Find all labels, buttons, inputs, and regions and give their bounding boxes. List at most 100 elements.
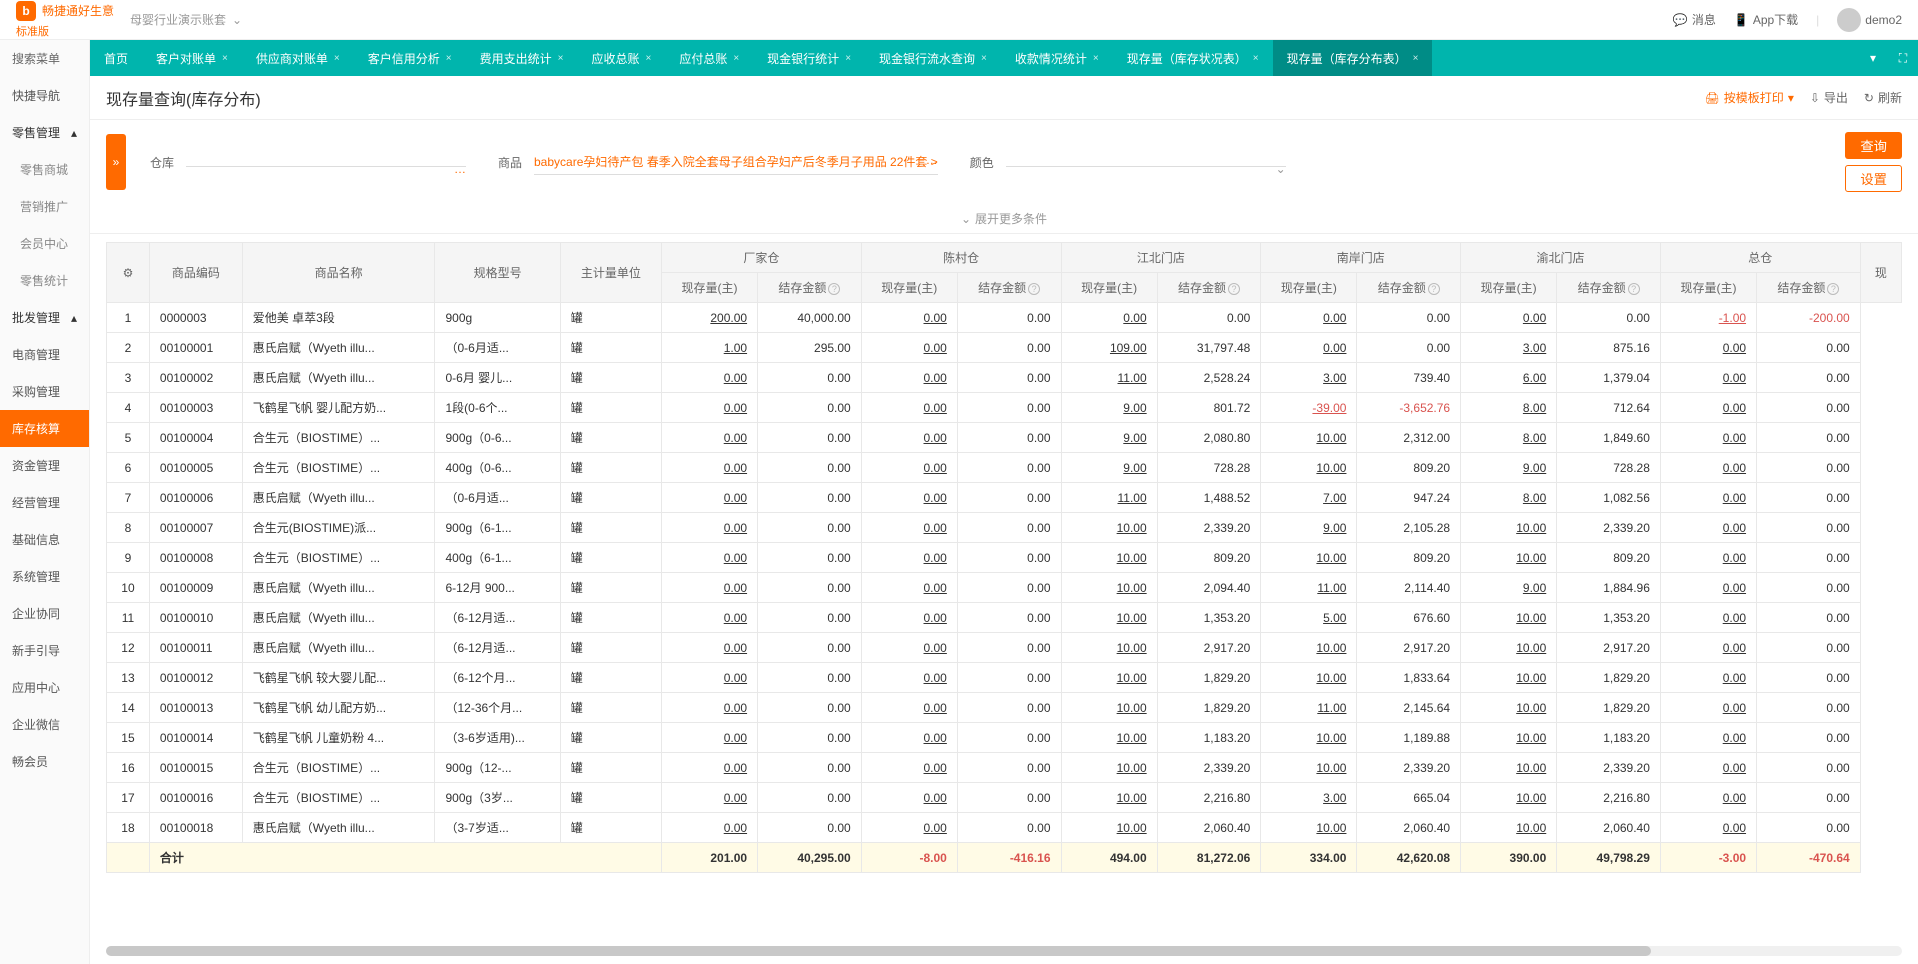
cell[interactable]: 0.00: [861, 363, 957, 393]
cell[interactable]: 10.00: [1061, 513, 1157, 543]
cell[interactable]: -39.00: [1261, 393, 1357, 423]
sidebar-item[interactable]: 营销推广: [0, 188, 89, 225]
sidebar-item[interactable]: 基础信息: [0, 521, 89, 558]
tab[interactable]: 供应商对账单×: [242, 40, 354, 76]
sidebar-item[interactable]: 资金管理: [0, 447, 89, 484]
warehouse-input[interactable]: …: [186, 158, 466, 167]
user-menu[interactable]: demo2: [1837, 8, 1902, 32]
table-row[interactable]: 1100100010惠氏启赋（Wyeth illu...（6-12月适...罐0…: [107, 603, 1902, 633]
tab[interactable]: 现金银行流水查询×: [865, 40, 1001, 76]
tab[interactable]: 现金银行统计×: [753, 40, 865, 76]
cell[interactable]: 10.00: [1461, 813, 1557, 843]
cell[interactable]: 9.00: [1061, 453, 1157, 483]
horizontal-scrollbar[interactable]: [106, 946, 1902, 956]
cell[interactable]: 9.00: [1261, 513, 1357, 543]
cell[interactable]: 10.00: [1461, 663, 1557, 693]
tab-dropdown-icon[interactable]: ▾: [1858, 40, 1888, 76]
cell[interactable]: 0.00: [1660, 603, 1756, 633]
cell[interactable]: 0.00: [861, 393, 957, 423]
cell[interactable]: 0.00: [661, 753, 757, 783]
tab[interactable]: 客户信用分析×: [354, 40, 466, 76]
cell[interactable]: 7.00: [1261, 483, 1357, 513]
cell[interactable]: 10.00: [1461, 753, 1557, 783]
cell[interactable]: 0.00: [661, 423, 757, 453]
cell[interactable]: 5.00: [1261, 603, 1357, 633]
tab[interactable]: 首页: [90, 40, 142, 76]
cell[interactable]: 10.00: [1261, 453, 1357, 483]
cell[interactable]: 10.00: [1461, 723, 1557, 753]
table-row[interactable]: 900100008合生元（BIOSTIME）...400g（6-1...罐0.0…: [107, 543, 1902, 573]
messages-link[interactable]: 💬 消息: [1673, 11, 1716, 28]
help-icon[interactable]: ?: [1628, 283, 1640, 295]
cell[interactable]: 0.00: [1660, 783, 1756, 813]
cell[interactable]: 0.00: [1461, 303, 1557, 333]
sidebar-item[interactable]: 搜索菜单: [0, 40, 89, 77]
table-row[interactable]: 1600100015合生元（BIOSTIME）...900g（12-...罐0.…: [107, 753, 1902, 783]
table-row[interactable]: 200100001惠氏启赋（Wyeth illu...（0-6月适...罐1.0…: [107, 333, 1902, 363]
close-icon[interactable]: ×: [733, 53, 739, 64]
cell[interactable]: 0.00: [1660, 393, 1756, 423]
cell[interactable]: 10.00: [1261, 633, 1357, 663]
cell[interactable]: 0.00: [661, 603, 757, 633]
cell[interactable]: 0.00: [861, 633, 957, 663]
close-icon[interactable]: ×: [1413, 53, 1419, 64]
cell[interactable]: 1.00: [661, 333, 757, 363]
cell[interactable]: 0.00: [861, 543, 957, 573]
table-row[interactable]: 300100002惠氏启赋（Wyeth illu...0-6月 婴儿...罐0.…: [107, 363, 1902, 393]
help-icon[interactable]: ?: [1428, 283, 1440, 295]
color-input[interactable]: ⌄: [1006, 158, 1286, 167]
cell[interactable]: 10.00: [1061, 693, 1157, 723]
sidebar-item[interactable]: 畅会员: [0, 743, 89, 780]
cell[interactable]: 10.00: [1061, 543, 1157, 573]
logo[interactable]: b 畅捷通好生意: [16, 1, 114, 21]
sidebar-item[interactable]: 新手引导: [0, 632, 89, 669]
expand-more-filters[interactable]: ⌄ 展开更多条件: [90, 204, 1918, 234]
tab[interactable]: 应收总账×: [577, 40, 665, 76]
cell[interactable]: 0.00: [861, 513, 957, 543]
cell[interactable]: 0.00: [661, 693, 757, 723]
close-icon[interactable]: ×: [845, 53, 851, 64]
table-wrap[interactable]: ⚙商品编码商品名称规格型号主计量单位厂家仓陈村仓江北门店南岸门店渝北门店总仓现现…: [90, 234, 1918, 942]
tab[interactable]: 现存量（库存状况表）×: [1113, 40, 1273, 76]
search-button[interactable]: 查询: [1845, 132, 1902, 159]
cell[interactable]: 0.00: [661, 393, 757, 423]
cell[interactable]: 0.00: [1261, 333, 1357, 363]
cell[interactable]: 0.00: [1660, 543, 1756, 573]
table-row[interactable]: 10000003爱他美 卓萃3段900g罐200.0040,000.000.00…: [107, 303, 1902, 333]
sidebar-item[interactable]: 企业协同: [0, 595, 89, 632]
cell[interactable]: 0.00: [861, 603, 957, 633]
sidebar-item[interactable]: 会员中心: [0, 225, 89, 262]
cell[interactable]: 0.00: [861, 453, 957, 483]
cell[interactable]: 0.00: [861, 333, 957, 363]
cell[interactable]: 8.00: [1461, 393, 1557, 423]
cell[interactable]: 0.00: [1660, 813, 1756, 843]
cell[interactable]: 9.00: [1061, 393, 1157, 423]
cell[interactable]: 0.00: [1660, 633, 1756, 663]
tab[interactable]: 应付总账×: [665, 40, 753, 76]
table-row[interactable]: 800100007合生元(BIOSTIME)派...900g（6-1...罐0.…: [107, 513, 1902, 543]
cell[interactable]: 0.00: [661, 363, 757, 393]
cell[interactable]: 11.00: [1061, 363, 1157, 393]
cell[interactable]: 10.00: [1261, 753, 1357, 783]
sidebar-item[interactable]: 快捷导航: [0, 77, 89, 114]
cell[interactable]: 0.00: [1660, 513, 1756, 543]
sidebar-item[interactable]: 经营管理: [0, 484, 89, 521]
cell[interactable]: 10.00: [1261, 723, 1357, 753]
cell[interactable]: 0.00: [661, 543, 757, 573]
close-icon[interactable]: ×: [334, 53, 340, 64]
cell[interactable]: 10.00: [1461, 603, 1557, 633]
sidebar-item[interactable]: 应用中心: [0, 669, 89, 706]
table-row[interactable]: 1400100013飞鹤星飞帆 幼儿配方奶...（12-36个月...罐0.00…: [107, 693, 1902, 723]
cell[interactable]: 0.00: [1660, 453, 1756, 483]
cell[interactable]: 0.00: [661, 633, 757, 663]
table-row[interactable]: 600100005合生元（BIOSTIME）...400g（0-6...罐0.0…: [107, 453, 1902, 483]
table-row[interactable]: 1200100011惠氏启赋（Wyeth illu...（6-12月适...罐0…: [107, 633, 1902, 663]
tab[interactable]: 现存量（库存分布表）×: [1273, 40, 1433, 76]
cell[interactable]: 0.00: [661, 453, 757, 483]
cell[interactable]: 10.00: [1061, 813, 1157, 843]
cell[interactable]: 10.00: [1461, 513, 1557, 543]
sidebar-item[interactable]: 批发管理▴: [0, 299, 89, 336]
tab[interactable]: 收款情况统计×: [1001, 40, 1113, 76]
cell[interactable]: 0.00: [861, 813, 957, 843]
cell[interactable]: -1.00: [1660, 303, 1756, 333]
